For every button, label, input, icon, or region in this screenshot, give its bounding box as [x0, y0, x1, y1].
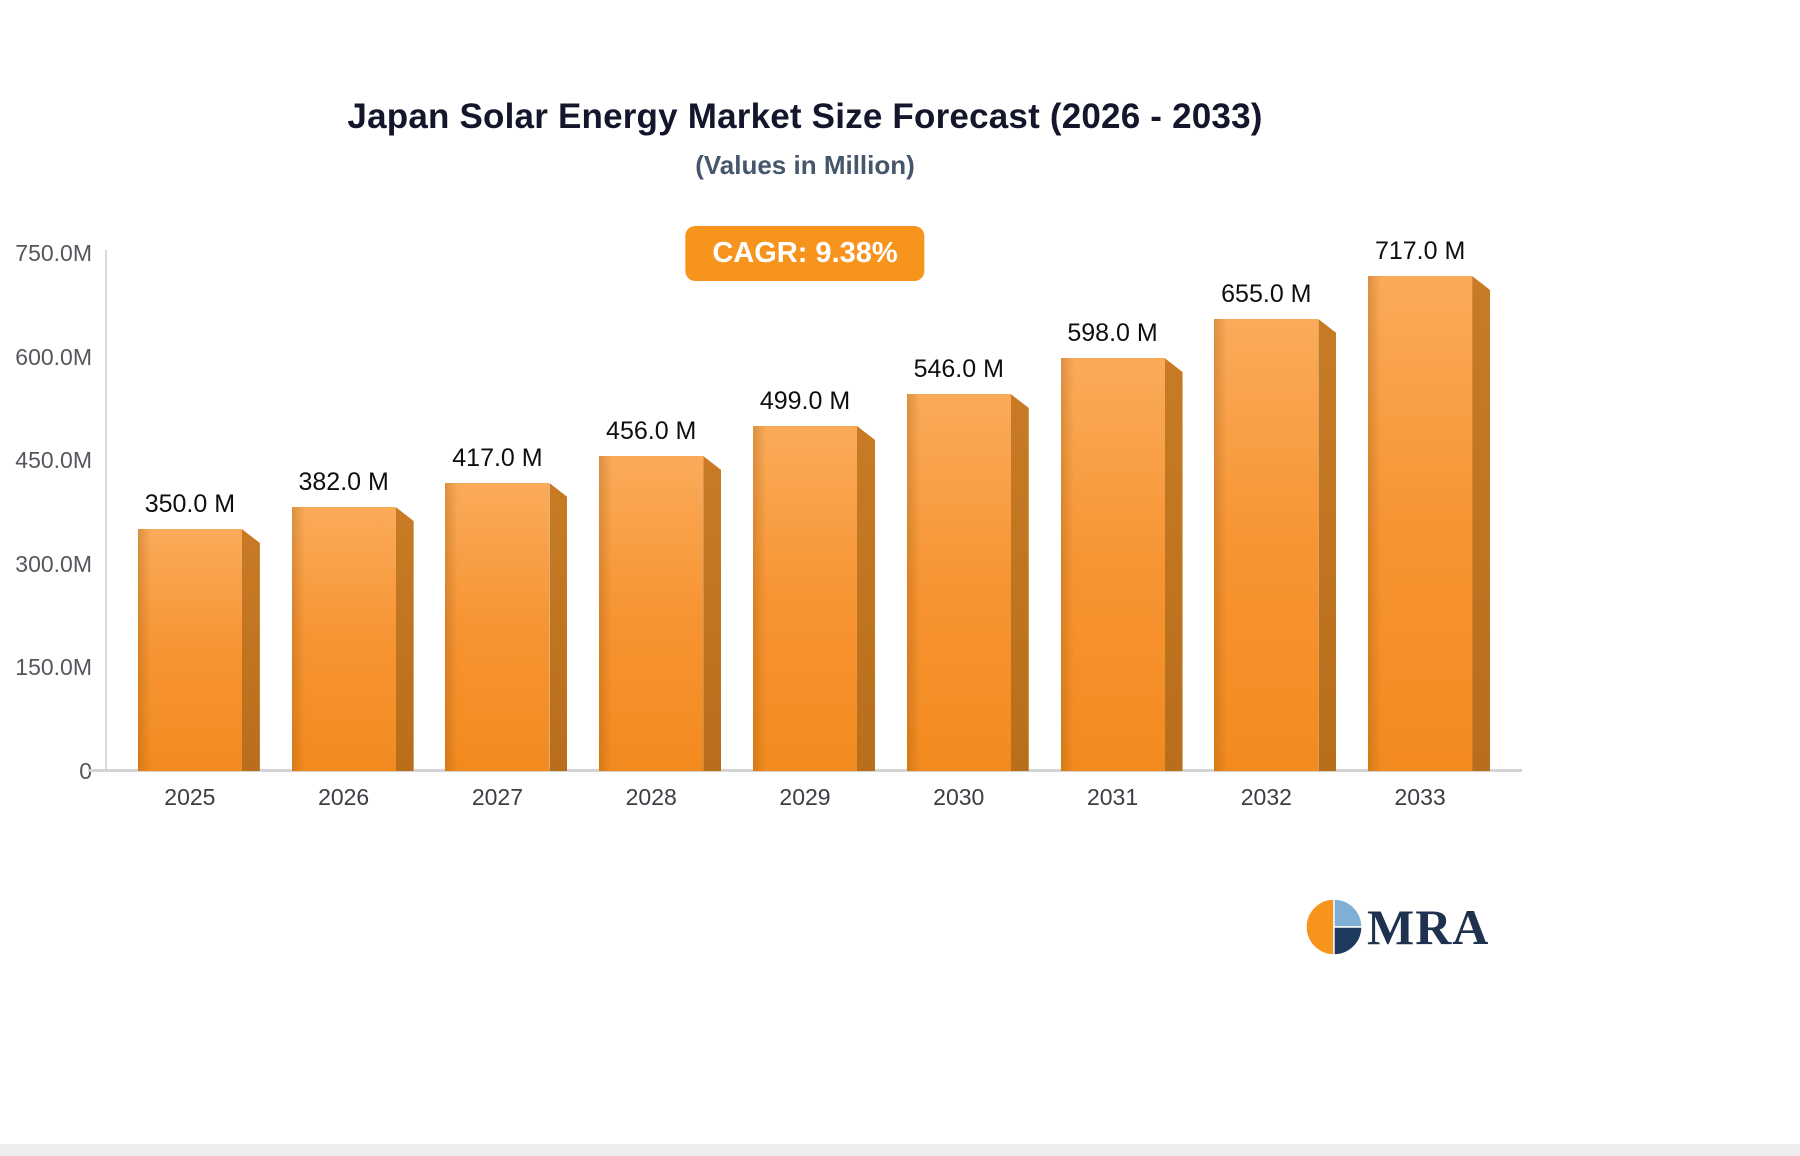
bar-value-label: 350.0 M — [144, 490, 236, 518]
bar-value-label: 546.0 M — [913, 355, 1004, 383]
bar-side-face — [549, 483, 568, 771]
y-axis-label: 600.0M — [15, 343, 92, 370]
bar-value-label: 598.0 M — [1067, 319, 1158, 347]
bar-group: 655.0 M — [1214, 280, 1337, 771]
x-axis-label: 2029 — [779, 784, 831, 810]
y-axis-line — [105, 250, 107, 771]
bar — [445, 483, 550, 771]
bar — [137, 529, 242, 771]
bar-group: 717.0 M — [1368, 237, 1491, 771]
bar-side-face — [241, 529, 260, 771]
bar-group: 598.0 M — [1060, 319, 1183, 771]
bar — [1368, 276, 1473, 771]
y-axis-label: 0 — [79, 758, 92, 784]
bar — [599, 456, 704, 771]
bar-group: 350.0 M — [137, 490, 260, 771]
x-axis-label: 2027 — [471, 784, 524, 810]
bar-side-face — [1318, 319, 1337, 771]
bar-value-label: 456.0 M — [606, 417, 697, 445]
bar-side-face — [703, 456, 722, 771]
x-axis-label: 2030 — [933, 784, 985, 810]
chart-subtitle: (Values in Million) — [695, 150, 915, 180]
y-axis: 750.0M 600.0M 450.0M 300.0M 150.0M 0 — [0, 240, 92, 784]
plot-area: 350.0 M 2025 382.0 M 2026 417.0 M 2027 456.0 M… — [113, 237, 1497, 810]
y-axis-label: 450.0M — [15, 447, 92, 474]
brand-logo-text: MRA — [1367, 899, 1490, 955]
y-axis-label: 750.0M — [15, 240, 92, 266]
y-axis-label: 300.0M — [15, 550, 92, 577]
x-axis-label: 2028 — [625, 784, 677, 810]
bar — [753, 426, 857, 771]
x-axis-label: 2026 — [318, 784, 370, 810]
x-axis-label: 2025 — [164, 784, 216, 810]
chart-title: Japan Solar Energy Market Size Forecast … — [347, 97, 1263, 136]
bar-value-label: 417.0 M — [452, 444, 543, 472]
bar-group: 417.0 M — [445, 444, 568, 771]
x-axis-label: 2031 — [1086, 784, 1139, 810]
bar-group: 456.0 M — [599, 417, 722, 771]
bar-side-face — [857, 426, 875, 771]
bar-value-label: 499.0 M — [759, 387, 851, 415]
bar — [291, 507, 396, 771]
bar-group: 546.0 M — [906, 355, 1029, 771]
bar-side-face — [1472, 276, 1491, 771]
bar — [1214, 319, 1319, 771]
x-axis-label: 2033 — [1394, 784, 1446, 810]
y-axis-label: 150.0M — [15, 654, 92, 681]
brand-logo: MRA — [1306, 898, 1489, 956]
cagr-badge: CAGR: 9.38% — [685, 226, 925, 281]
pie-logo-icon — [1306, 899, 1362, 955]
bar-group: 382.0 M — [291, 468, 414, 771]
bar — [906, 394, 1011, 771]
bar-value-label: 655.0 M — [1221, 280, 1312, 308]
bar-side-face — [395, 507, 414, 771]
bar-value-label: 717.0 M — [1374, 237, 1466, 265]
footer-strip — [0, 1144, 1800, 1156]
bar-group: 499.0 M — [753, 387, 875, 771]
bar-side-face — [1010, 394, 1029, 771]
bar — [1060, 358, 1165, 771]
bar-side-face — [1164, 358, 1183, 771]
x-axis-label: 2032 — [1240, 784, 1292, 810]
bar-value-label: 382.0 M — [298, 468, 389, 496]
